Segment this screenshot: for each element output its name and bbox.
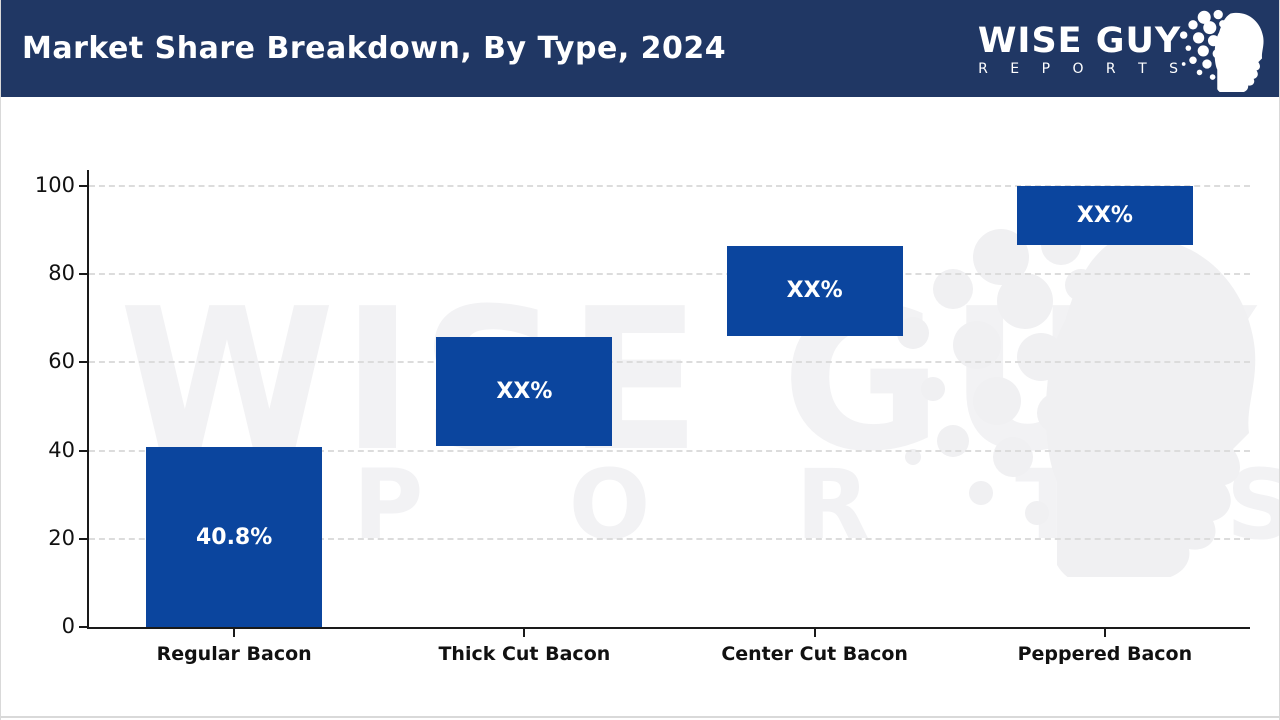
y-tick-mark-100 <box>79 185 88 187</box>
gridline-40 <box>89 449 1250 452</box>
logo-wordmark: WISE GUY <box>977 21 1182 62</box>
bar-regular-bacon: 40.8% <box>146 447 323 627</box>
bar-value-label: XX% <box>786 278 843 304</box>
y-tick-label-40: 40 <box>48 437 75 462</box>
x-tick-mark-3 <box>1103 629 1106 637</box>
x-tick-mark-1 <box>523 629 526 637</box>
y-tick-mark-60 <box>79 361 88 364</box>
bar-value-label: XX% <box>1076 203 1133 229</box>
y-tick-mark-40 <box>79 449 88 452</box>
x-tick-mark-0 <box>233 629 236 637</box>
y-tick-label-60: 60 <box>48 349 75 374</box>
y-tick-mark-20 <box>79 537 88 540</box>
x-axis-line <box>87 627 1250 629</box>
y-tick-mark-80 <box>79 273 88 276</box>
watermark-face-profile-icon <box>897 225 1256 577</box>
bar-center-cut-bacon: XX% <box>726 245 903 336</box>
bar-value-label: 40.8% <box>195 524 273 550</box>
page-title: Market Share Breakdown, By Type, 2024 <box>22 31 727 66</box>
bottom-divider <box>1 716 1279 718</box>
y-tick-mark-0 <box>79 626 88 628</box>
face-profile-icon <box>1179 9 1264 92</box>
gridline-60 <box>89 361 1250 364</box>
y-tick-label-0: 0 <box>61 614 75 638</box>
y-tick-label-20: 20 <box>48 525 75 550</box>
x-category-label-2: Center Cut Bacon <box>721 643 908 665</box>
wise-guy-reports-logo: WISE GUY R E P O R T S <box>972 8 1269 92</box>
header-bar: Market Share Breakdown, By Type, 2024 WI… <box>1 0 1279 97</box>
y-tick-label-100: 100 <box>34 173 75 197</box>
y-axis-line <box>87 170 89 629</box>
logo-subtitle: R E P O R T S <box>978 60 1187 77</box>
x-category-label-3: Peppered Bacon <box>1017 643 1193 665</box>
bar-thick-cut-bacon: XX% <box>436 336 613 447</box>
y-tick-label-80: 80 <box>48 261 75 286</box>
chart-area: WISE GUY P O R T S 0 20 40 60 80 100 40.8% Regu… <box>1 97 1279 717</box>
gridline-80 <box>89 273 1250 276</box>
logo-text: WISE GUY R E P O R T S <box>972 23 1187 77</box>
gridline-100 <box>89 185 1250 187</box>
bar-value-label: XX% <box>496 378 553 404</box>
x-category-label-1: Thick Cut Bacon <box>438 643 611 665</box>
x-tick-mark-2 <box>813 629 816 637</box>
gridline-20 <box>89 537 1250 540</box>
bar-peppered-bacon: XX% <box>1016 186 1193 246</box>
x-category-label-0: Regular Bacon <box>156 643 312 665</box>
